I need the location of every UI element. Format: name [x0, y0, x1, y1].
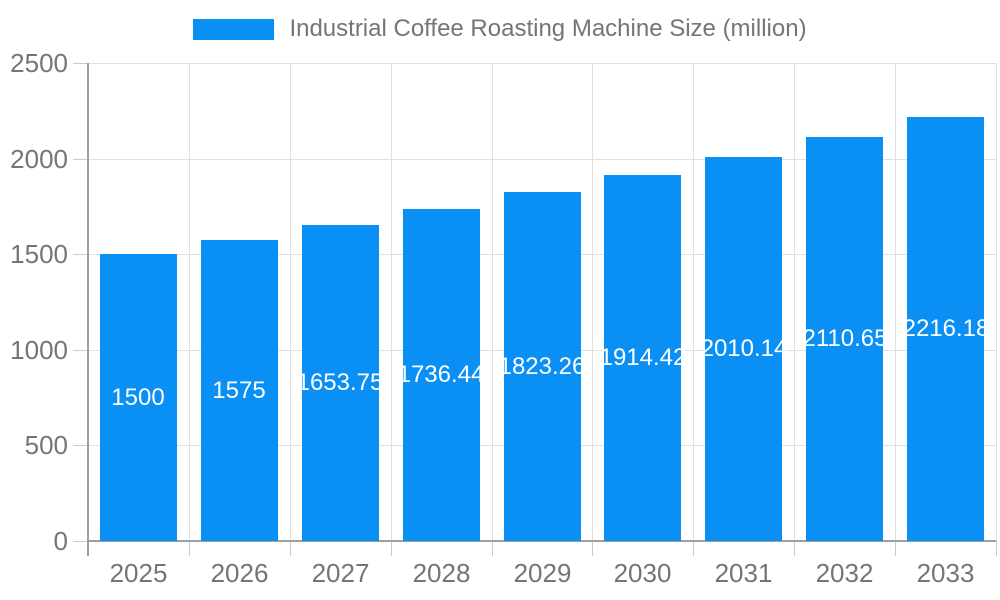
gridline-vertical [592, 63, 593, 541]
x-axis-label: 2027 [311, 558, 370, 588]
bar[interactable] [907, 117, 984, 541]
gridline-horizontal [88, 63, 996, 64]
x-axis-label: 2033 [916, 558, 975, 588]
gridline-vertical [290, 63, 291, 541]
y-axis-tick [73, 254, 88, 255]
y-axis-label: 0 [53, 526, 68, 556]
x-axis-label: 2032 [815, 558, 874, 588]
bar-value-label: 1500 [111, 384, 165, 411]
gridline-vertical [895, 63, 896, 541]
y-axis-tick [73, 445, 88, 446]
legend[interactable]: Industrial Coffee Roasting Machine Size … [0, 15, 1000, 43]
y-axis-label: 1000 [10, 335, 68, 365]
bar[interactable] [806, 137, 883, 541]
x-axis-label: 2028 [412, 558, 471, 588]
y-axis-tick [73, 159, 88, 160]
bar-value-label: 2216.18 [902, 315, 990, 342]
x-axis-label: 2025 [109, 558, 168, 588]
x-axis-tick [592, 541, 593, 556]
x-axis-tick [794, 541, 795, 556]
y-axis-tick [73, 63, 88, 64]
x-axis-tick [290, 541, 291, 556]
bar[interactable] [201, 240, 278, 541]
legend-swatch [193, 18, 275, 40]
x-axis-line [88, 540, 996, 542]
bar-value-label: 2010.14 [700, 335, 788, 362]
bar-value-label: 1914.42 [599, 344, 687, 371]
x-axis-label: 2026 [210, 558, 269, 588]
y-axis-label: 1500 [10, 239, 68, 269]
y-axis-label: 2500 [10, 48, 68, 78]
x-axis-tick [996, 541, 997, 556]
x-axis-label: 2029 [513, 558, 572, 588]
x-axis-label: 2030 [613, 558, 672, 588]
bar[interactable] [604, 175, 681, 541]
y-axis-line [87, 63, 89, 556]
x-axis-label: 2031 [714, 558, 773, 588]
gridline-horizontal [88, 159, 996, 160]
bar-value-label: 1736.44 [397, 361, 485, 388]
bar[interactable] [302, 225, 379, 541]
x-axis-tick [895, 541, 896, 556]
x-axis-tick [492, 541, 493, 556]
x-axis-tick [189, 541, 190, 556]
gridline-vertical [996, 63, 997, 541]
y-axis-label: 500 [24, 430, 68, 460]
x-axis-tick [391, 541, 392, 556]
gridline-vertical [189, 63, 190, 541]
gridline-vertical [693, 63, 694, 541]
bar[interactable] [504, 192, 581, 541]
bar[interactable] [705, 157, 782, 541]
bar-value-label: 2110.65 [802, 325, 888, 352]
y-axis-tick [73, 541, 88, 542]
gridline-vertical [794, 63, 795, 541]
bar[interactable] [100, 254, 177, 541]
legend-label: Industrial Coffee Roasting Machine Size … [289, 15, 807, 42]
bar-value-label: 1823.26 [498, 353, 586, 380]
x-axis-tick [693, 541, 694, 556]
bar[interactable] [403, 209, 480, 541]
gridline-vertical [492, 63, 493, 541]
y-axis-tick [73, 350, 88, 351]
bar-value-label: 1653.75 [296, 369, 384, 396]
bar-value-label: 1575 [212, 377, 266, 404]
gridline-vertical [391, 63, 392, 541]
y-axis-label: 2000 [10, 144, 68, 174]
